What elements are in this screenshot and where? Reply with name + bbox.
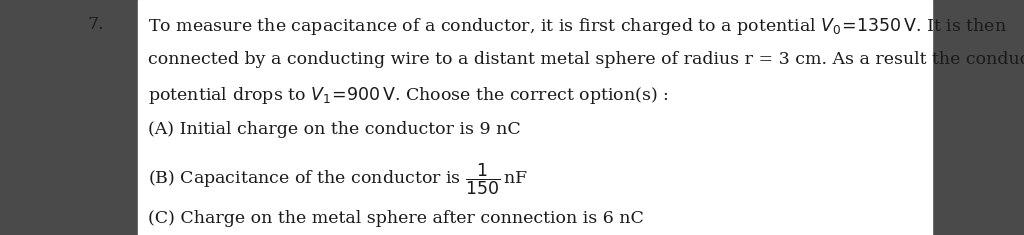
Bar <box>138 0 932 235</box>
Text: 7.: 7. <box>87 16 103 33</box>
Text: (B) Capacitance of the conductor is $\dfrac{1}{150}\,$nF: (B) Capacitance of the conductor is $\df… <box>148 162 528 197</box>
Text: (A) Initial charge on the conductor is 9 nC: (A) Initial charge on the conductor is 9… <box>148 121 521 138</box>
Text: potential drops to $V_1\!=\!900\,\mathrm{V}$. Choose the correct option(s) :: potential drops to $V_1\!=\!900\,\mathrm… <box>148 85 669 106</box>
Text: connected by a conducting wire to a distant metal sphere of radius r = 3 cm. As : connected by a conducting wire to a dist… <box>148 51 1024 67</box>
Text: (C) Charge on the metal sphere after connection is 6 nC: (C) Charge on the metal sphere after con… <box>148 210 644 227</box>
Text: To measure the capacitance of a conductor, it is first charged to a potential $V: To measure the capacitance of a conducto… <box>148 16 1008 37</box>
